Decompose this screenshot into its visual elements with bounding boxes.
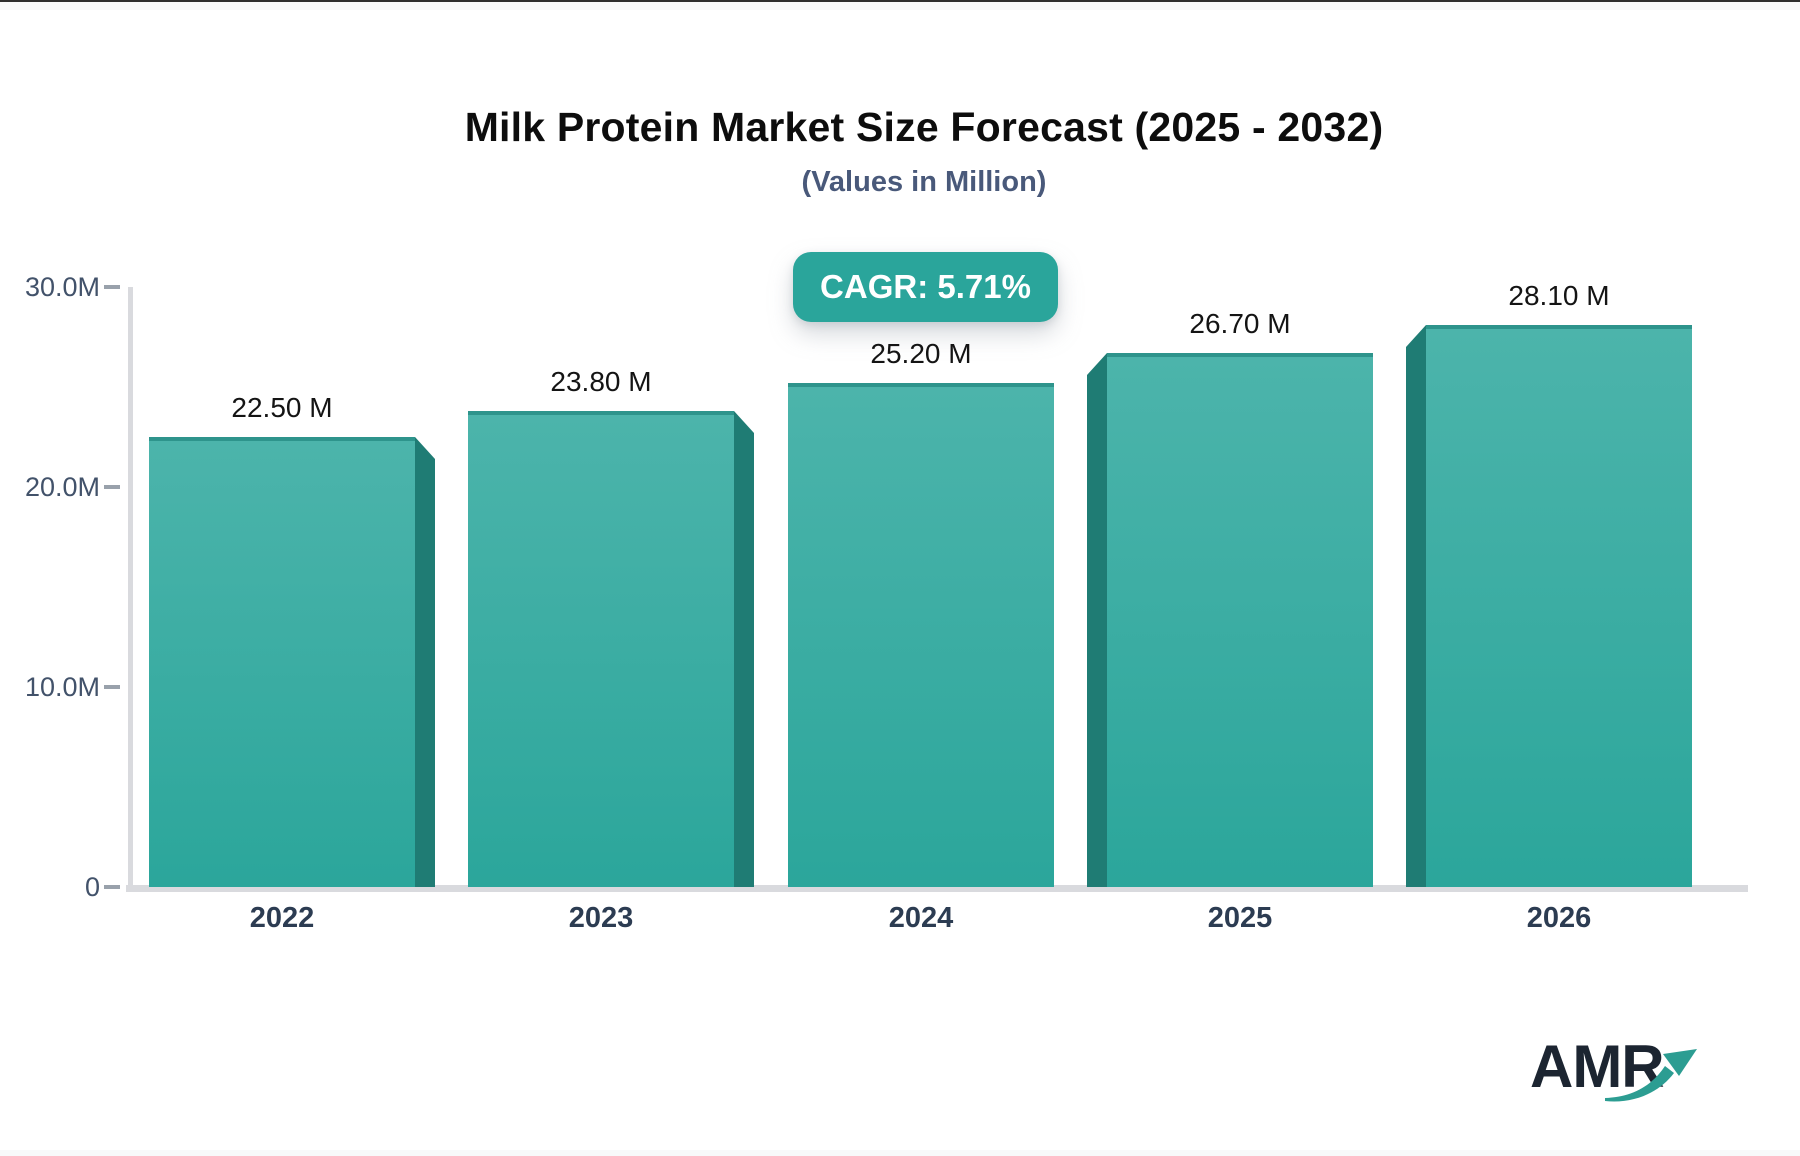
chart-title: Milk Protein Market Size Forecast (2025 … bbox=[464, 104, 1384, 150]
bar-2026 bbox=[1426, 325, 1692, 887]
bar-value-label-2025: 26.70 M bbox=[1189, 308, 1291, 339]
bar-2025 bbox=[1107, 353, 1373, 887]
y-axis-tick bbox=[104, 485, 120, 489]
y-axis-tick bbox=[104, 685, 120, 689]
bar-value-label-2024: 25.20 M bbox=[870, 338, 972, 369]
x-axis-label-2023: 2023 bbox=[568, 902, 634, 934]
y-axis-label-0: 0 bbox=[84, 872, 100, 902]
bar-side-panel-2026 bbox=[1406, 325, 1426, 887]
bar-value-label-2022: 22.50 M bbox=[231, 392, 333, 423]
bar-2022 bbox=[149, 437, 415, 887]
y-axis-label-20.0M: 20.0M bbox=[24, 472, 100, 502]
amr-logo-arrow-icon bbox=[1605, 1049, 1697, 1102]
bar-side-panel-2023 bbox=[734, 411, 754, 887]
x-axis-label-2026: 2026 bbox=[1526, 902, 1592, 934]
x-axis-label-2022: 2022 bbox=[249, 902, 315, 934]
top-strip bbox=[0, 2, 1800, 10]
y-axis-line bbox=[128, 287, 133, 889]
bottom-strip bbox=[0, 1150, 1800, 1156]
y-axis-label-10.0M: 10.0M bbox=[24, 672, 100, 702]
y-axis-tick bbox=[104, 885, 120, 889]
amr-logo: AMR bbox=[1528, 1028, 1718, 1118]
bar-value-label-2023: 23.80 M bbox=[550, 366, 652, 397]
x-axis-label-2024: 2024 bbox=[888, 902, 954, 934]
bar-2024 bbox=[788, 383, 1054, 887]
y-axis-tick bbox=[104, 285, 120, 289]
cagr-badge: CAGR: 5.71% bbox=[793, 252, 1058, 322]
bar-side-panel-2025 bbox=[1087, 353, 1107, 887]
x-axis-label-2025: 2025 bbox=[1207, 902, 1273, 934]
bar-value-label-2026: 28.10 M bbox=[1508, 280, 1610, 311]
top-border-line bbox=[0, 0, 1800, 2]
y-axis-label-30.0M: 30.0M bbox=[24, 272, 100, 302]
bar-side-panel-2022 bbox=[415, 437, 435, 887]
x-axis-baseline bbox=[126, 885, 1748, 892]
bar-2023 bbox=[468, 411, 734, 887]
chart-subtitle: (Values in Million) bbox=[801, 166, 1047, 198]
